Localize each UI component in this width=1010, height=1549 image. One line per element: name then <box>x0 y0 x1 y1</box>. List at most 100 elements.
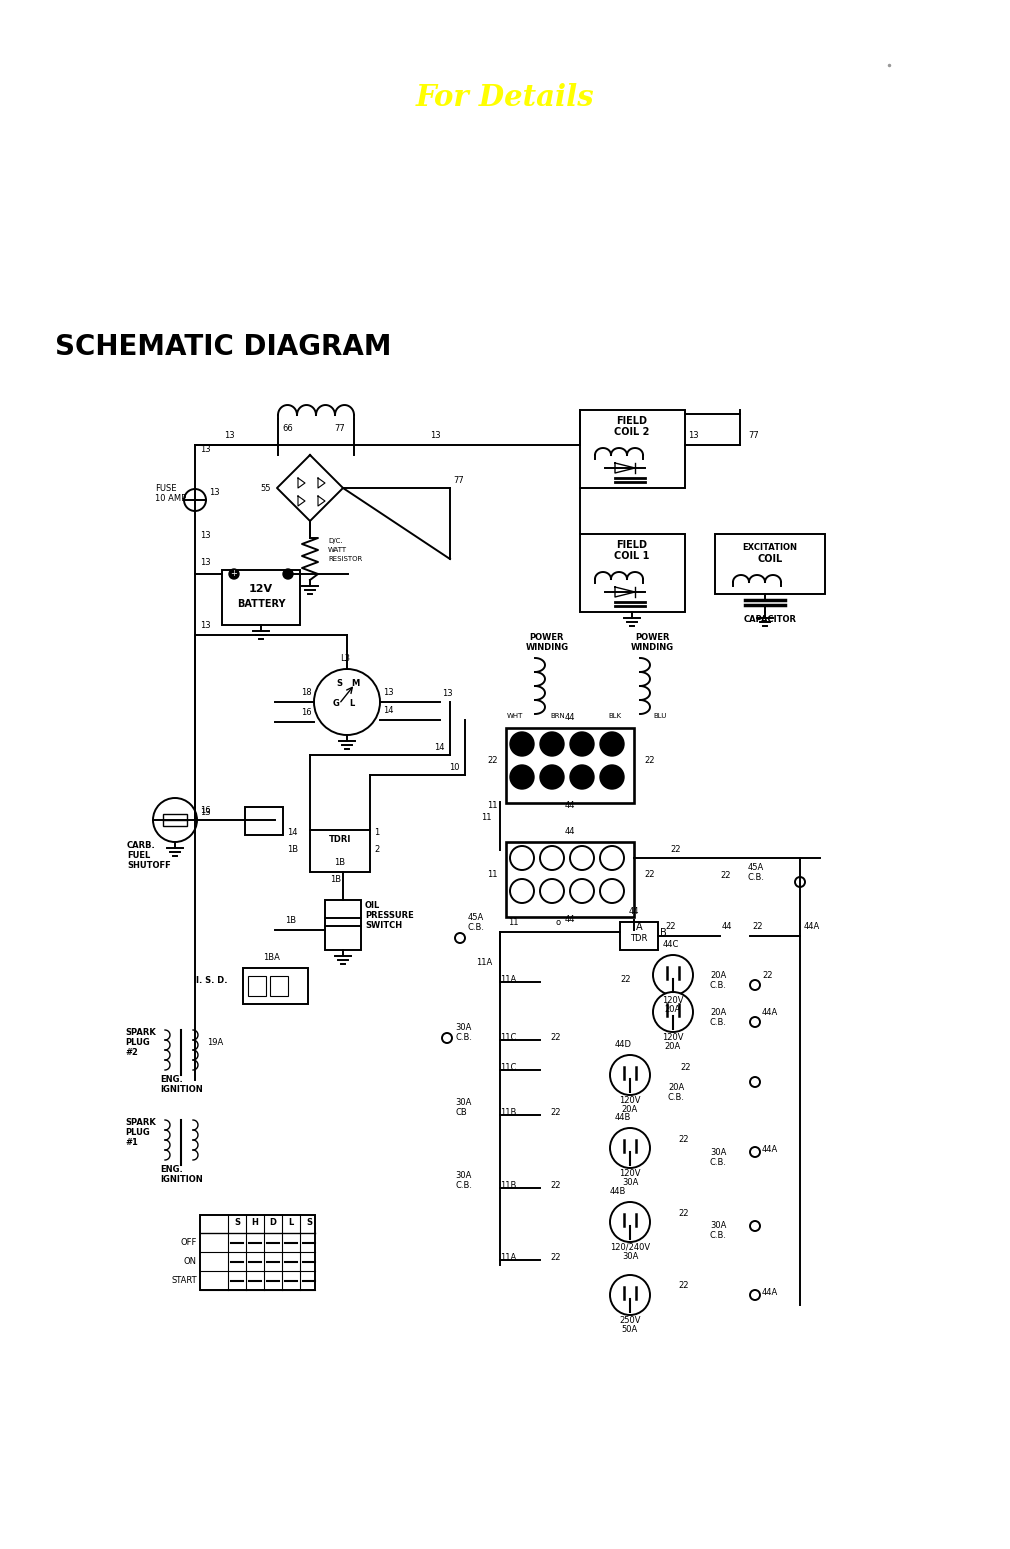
Text: COIL 1: COIL 1 <box>614 551 649 561</box>
Text: 20A: 20A <box>710 971 726 981</box>
Text: FUSE: FUSE <box>155 483 177 493</box>
Circle shape <box>153 798 197 843</box>
Text: C.B.: C.B. <box>468 923 485 932</box>
Text: 22: 22 <box>678 1281 689 1290</box>
Bar <box>506 728 634 802</box>
Text: 44A: 44A <box>762 1145 779 1154</box>
Text: C.B.: C.B. <box>454 1180 472 1190</box>
Text: EXCITATION: EXCITATION <box>742 544 798 551</box>
Text: S: S <box>306 1218 312 1227</box>
Text: 13: 13 <box>209 488 219 497</box>
Text: BLU: BLU <box>653 713 667 719</box>
Text: 18: 18 <box>301 688 312 697</box>
Text: 30A: 30A <box>454 1022 472 1032</box>
Bar <box>270 976 288 996</box>
Text: 1: 1 <box>374 829 379 836</box>
Text: CLICK HERE: CLICK HERE <box>449 34 561 48</box>
Text: 120V: 120V <box>663 1033 684 1042</box>
Circle shape <box>750 981 760 990</box>
Text: SCHEMATIC DIAGRAM: SCHEMATIC DIAGRAM <box>55 333 392 361</box>
Text: 45A: 45A <box>748 863 765 872</box>
Circle shape <box>510 733 534 756</box>
Circle shape <box>750 1077 760 1087</box>
Circle shape <box>610 1275 650 1315</box>
Text: 1B: 1B <box>334 858 345 867</box>
Circle shape <box>750 1290 760 1300</box>
Text: 11A: 11A <box>500 974 516 984</box>
Text: 11: 11 <box>488 801 498 810</box>
Text: IGNITION: IGNITION <box>160 1084 203 1094</box>
Text: 44: 44 <box>722 922 732 931</box>
Circle shape <box>653 991 693 1032</box>
Circle shape <box>653 956 693 994</box>
Text: #1: #1 <box>125 1139 138 1146</box>
Circle shape <box>610 1202 650 1242</box>
Text: 13: 13 <box>383 688 394 697</box>
Circle shape <box>600 846 624 871</box>
Circle shape <box>610 1055 650 1095</box>
Text: 44B: 44B <box>610 1187 626 1196</box>
Text: PLUG: PLUG <box>125 1038 149 1047</box>
Circle shape <box>570 765 594 788</box>
Text: FUEL: FUEL <box>127 850 150 860</box>
Text: C.B.: C.B. <box>710 1231 727 1241</box>
Text: 11B: 11B <box>500 1108 516 1117</box>
Bar <box>620 922 658 950</box>
Bar <box>243 968 308 1004</box>
Text: 44: 44 <box>565 801 576 810</box>
Text: M: M <box>350 678 360 688</box>
Text: 22: 22 <box>752 922 763 931</box>
Circle shape <box>184 489 206 511</box>
Circle shape <box>570 733 594 756</box>
Text: 11A: 11A <box>500 1253 516 1262</box>
Text: 44: 44 <box>565 915 576 925</box>
Circle shape <box>510 765 534 788</box>
Text: 77: 77 <box>334 424 345 434</box>
Text: 20A: 20A <box>710 1008 726 1018</box>
Text: PRESSURE: PRESSURE <box>365 911 414 920</box>
Text: 11C: 11C <box>500 1063 516 1072</box>
Text: ON: ON <box>184 1256 197 1266</box>
Bar <box>310 830 370 872</box>
Text: SPARK: SPARK <box>125 1029 156 1036</box>
Text: 22: 22 <box>550 1108 561 1117</box>
Text: 22: 22 <box>680 1063 691 1072</box>
Bar <box>245 807 283 835</box>
Text: 44A: 44A <box>762 1289 779 1297</box>
Text: For Details: For Details <box>416 84 594 112</box>
Text: 12V: 12V <box>248 584 273 593</box>
Text: 22: 22 <box>670 846 681 853</box>
Text: 16: 16 <box>301 708 312 717</box>
Text: 13: 13 <box>200 445 211 454</box>
Text: C.B.: C.B. <box>710 1159 727 1166</box>
Text: 14: 14 <box>383 706 394 716</box>
Text: S: S <box>336 678 342 688</box>
Bar <box>325 900 361 950</box>
Text: 10 AMP: 10 AMP <box>155 494 186 503</box>
Text: ENG.: ENG. <box>160 1165 183 1174</box>
Text: 77: 77 <box>748 431 759 440</box>
Circle shape <box>600 878 624 903</box>
Text: 13: 13 <box>200 558 211 567</box>
Text: RESISTOR: RESISTOR <box>328 556 363 562</box>
Text: COIL: COIL <box>758 555 783 564</box>
Text: START: START <box>172 1276 197 1286</box>
Text: 44C: 44C <box>663 940 680 950</box>
Text: OIL: OIL <box>365 902 380 909</box>
Text: 22: 22 <box>678 1210 689 1218</box>
Text: 30A: 30A <box>454 1098 472 1108</box>
Text: 16: 16 <box>200 805 211 815</box>
Text: WINDING: WINDING <box>630 643 674 652</box>
Bar <box>580 410 685 488</box>
Text: B: B <box>660 928 667 939</box>
Text: 22: 22 <box>762 971 773 981</box>
Text: 44D: 44D <box>615 1039 632 1049</box>
Bar <box>200 1214 315 1290</box>
Text: 22: 22 <box>488 756 498 765</box>
Text: SWITCH: SWITCH <box>365 922 402 929</box>
Text: SHUTOFF: SHUTOFF <box>127 861 171 871</box>
Text: 11B: 11B <box>500 1180 516 1190</box>
Text: FIELD: FIELD <box>616 541 647 550</box>
Bar <box>222 570 300 624</box>
Text: 30A: 30A <box>622 1252 638 1261</box>
